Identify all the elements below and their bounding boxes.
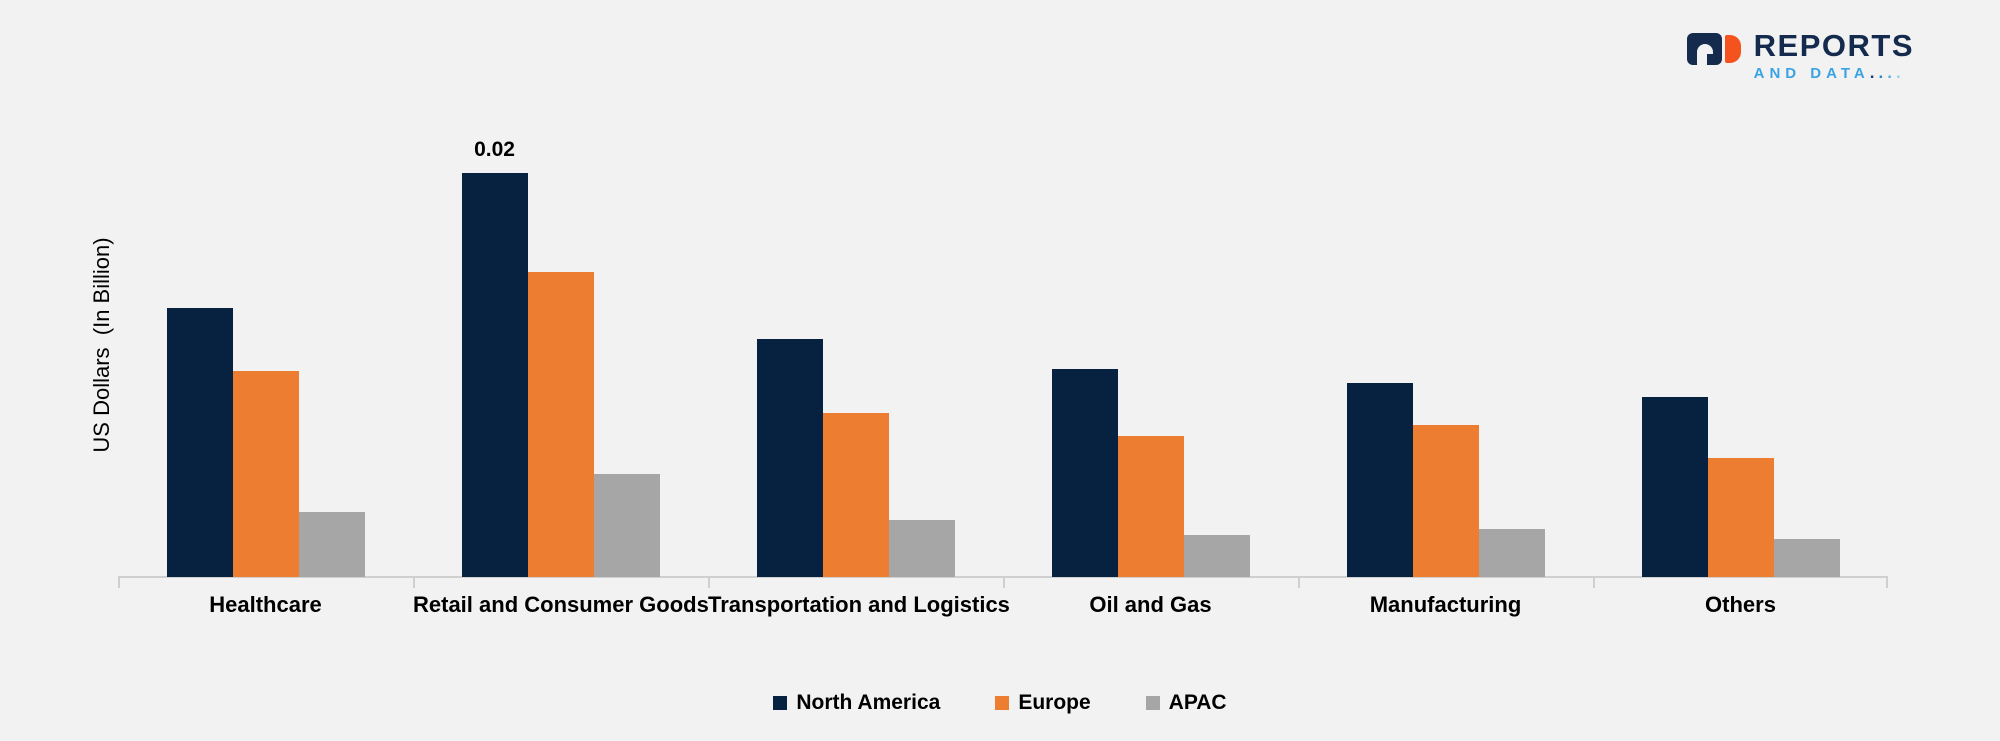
bar-europe-manufacturing [1412, 425, 1479, 577]
legend-item-europe: Europe [995, 691, 1091, 715]
bar-apac-transportation-and-logistics [888, 520, 955, 577]
x-axis-tick [1593, 578, 1595, 588]
y-axis-label: US Dollars (In Billion) [89, 237, 114, 453]
category-label-oil-and-gas: Oil and Gas [1089, 592, 1212, 617]
bar-group-retail-and-consumer-goods: 0.02 [413, 0, 708, 577]
logo-d-shape [1724, 35, 1741, 63]
legend-label-europe: Europe [1018, 691, 1091, 714]
x-axis-tick [118, 578, 120, 588]
x-axis-tick [708, 578, 710, 588]
reports-and-data-logo: REPORTS AND DATA.... [1686, 30, 1914, 81]
logo-subtitle-text: AND DATA [1753, 65, 1870, 82]
bar-europe-oil-and-gas [1117, 436, 1184, 577]
legend-item-apac: APAC [1145, 691, 1227, 715]
bar-europe-others [1707, 458, 1774, 577]
logo-mark-icon [1686, 33, 1741, 65]
legend-label-north-america: North America [796, 691, 941, 714]
bar-group-others [1593, 0, 1888, 577]
category-label-manufacturing: Manufacturing [1369, 592, 1522, 617]
bar-north-america-transportation-and-logistics [756, 339, 823, 577]
x-axis-tick [1003, 578, 1005, 588]
plot-area: Healthcare Retail and Consumer Goods 0.02 T… [118, 0, 1888, 617]
bar-north-america-manufacturing [1346, 383, 1413, 577]
bar-europe-healthcare [232, 371, 299, 577]
bar-group-oil-and-gas [1003, 0, 1298, 577]
bar-apac-others [1773, 539, 1840, 577]
x-axis-tick [1298, 578, 1300, 588]
legend-item-north-america: North America [773, 691, 940, 715]
logo-title: REPORTS [1753, 28, 1914, 63]
bar-north-america-others [1641, 397, 1708, 577]
logo-text: REPORTS AND DATA.... [1754, 30, 1914, 81]
bar-apac-oil-and-gas [1183, 535, 1250, 577]
bar-group-manufacturing [1298, 0, 1593, 577]
category-label-others: Others [1705, 592, 1776, 617]
bar-apac-healthcare [298, 512, 365, 577]
legend-label-apac: APAC [1168, 691, 1227, 714]
legend-swatch-apac [1145, 696, 1160, 710]
logo-r-leg [1706, 54, 1716, 65]
bar-group-healthcare [118, 0, 413, 577]
bar-apac-manufacturing [1478, 529, 1545, 577]
category-label-healthcare: Healthcare [209, 592, 322, 617]
category-label-retail-and-consumer-goods: Retail and Consumer Goods [413, 592, 709, 617]
bar-north-america-retail-and-consumer-goods [461, 173, 528, 577]
legend-swatch-north-america [773, 696, 788, 710]
bar-north-america-healthcare [166, 308, 233, 577]
legend: North America Europe APAC [0, 691, 2000, 715]
bar-apac-retail-and-consumer-goods [593, 474, 660, 577]
bar-north-america-oil-and-gas [1051, 369, 1118, 577]
bar-europe-retail-and-consumer-goods [527, 272, 594, 577]
x-axis-tick [1886, 578, 1888, 588]
category-label-transportation-and-logistics: Transportation and Logistics [708, 592, 1010, 617]
data-label-north-america-retail-and-consumer-goods: 0.02 [474, 138, 515, 161]
x-axis-line [118, 576, 1888, 578]
bar-group-transportation-and-logistics [708, 0, 1003, 577]
logo-dots: .... [1869, 63, 1905, 82]
logo-subtitle: AND DATA.... [1754, 64, 1914, 81]
x-axis-tick [413, 578, 415, 588]
bar-europe-transportation-and-logistics [822, 413, 889, 577]
legend-swatch-europe [995, 696, 1010, 710]
